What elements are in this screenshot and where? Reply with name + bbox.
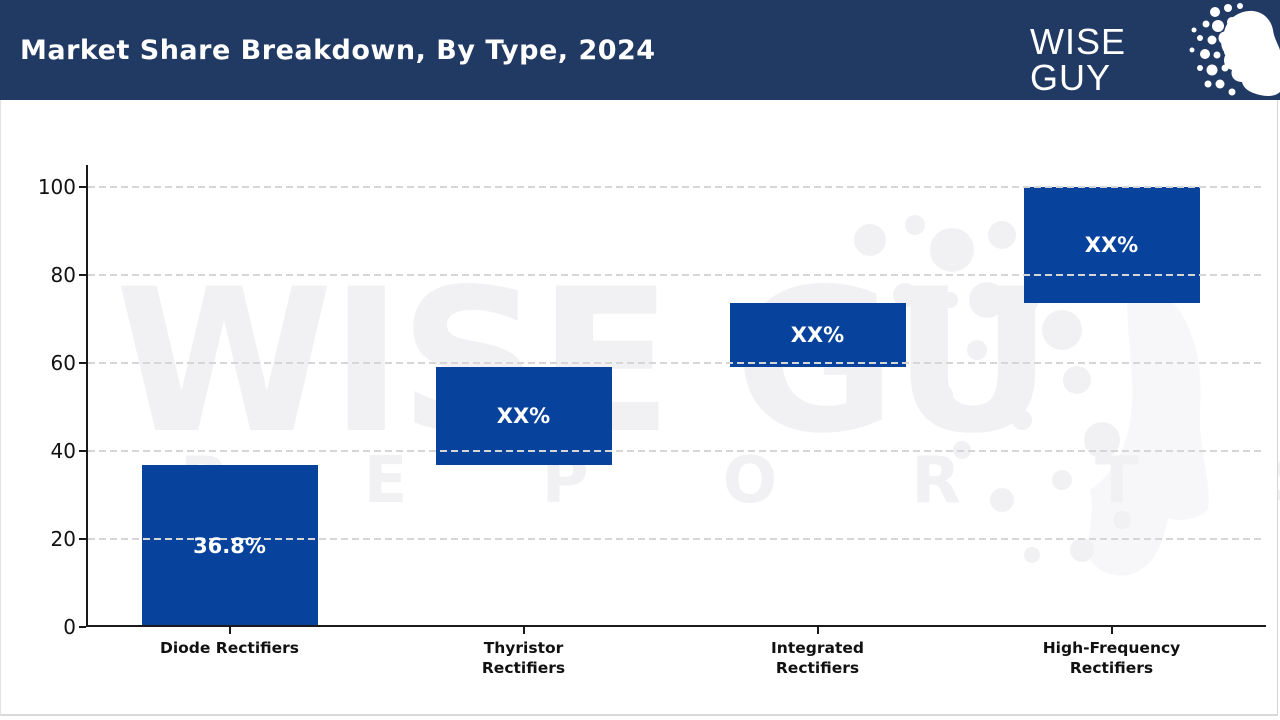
- category-label-line: Rectifiers: [775, 659, 860, 677]
- page-title: Market Share Breakdown, By Type, 2024: [20, 34, 656, 66]
- bar-segment: [729, 303, 906, 368]
- category-label: High-Frequency Rectifiers: [992, 638, 1232, 678]
- y-tick-label: 60: [50, 351, 76, 375]
- category-label: Thyristor Rectifiers: [404, 638, 644, 678]
- gridline: [88, 274, 1264, 276]
- x-axis-tick: [228, 627, 231, 634]
- bar-value-label: XX%: [496, 404, 551, 429]
- y-axis-tick: [79, 274, 86, 276]
- category-label-line: Rectifiers: [481, 659, 566, 677]
- y-axis-tick: [79, 626, 86, 628]
- category-label-line: Diode Rectifiers: [159, 639, 300, 657]
- chart-area: WISE GU R E P O R T S 02040608010036.8%D…: [0, 100, 1280, 720]
- y-tick-label: 100: [37, 175, 76, 199]
- category-label-line: Thyristor: [483, 639, 564, 657]
- y-tick-label: 0: [63, 615, 76, 639]
- y-tick-label: 80: [50, 263, 76, 287]
- bar-segment: [1023, 187, 1200, 304]
- x-axis-tick: [1110, 627, 1113, 634]
- y-axis-tick: [79, 538, 86, 540]
- category-label-line: Rectifiers: [1069, 659, 1154, 677]
- y-tick-label: 20: [50, 527, 76, 551]
- head-profile-icon: [1189, 3, 1280, 97]
- logo-wordmark: WISE GUY: [1030, 21, 1127, 98]
- x-axis-line: [86, 625, 1266, 627]
- y-tick-label: 40: [50, 439, 76, 463]
- bar-segment: [141, 465, 318, 627]
- category-label: Diode Rectifiers: [110, 638, 350, 658]
- y-axis-tick: [79, 450, 86, 452]
- category-label-line: Integrated: [771, 639, 864, 657]
- gridline: [88, 186, 1264, 188]
- bar-segment: [435, 367, 612, 466]
- header: Market Share Breakdown, By Type, 2024 WI…: [0, 0, 1280, 114]
- bar-value-label: XX%: [790, 323, 845, 348]
- x-axis-tick: [522, 627, 525, 634]
- category-label: Integrated Rectifiers: [698, 638, 938, 678]
- bar-value-label: XX%: [1084, 233, 1139, 258]
- bar-value-label: 36.8%: [193, 534, 266, 559]
- category-label-line: High-Frequency: [1042, 639, 1181, 657]
- y-axis-line: [86, 165, 88, 627]
- gridline: [88, 538, 1264, 540]
- gridline: [88, 450, 1264, 452]
- y-axis-tick: [79, 362, 86, 364]
- x-axis-tick: [816, 627, 819, 634]
- gridline: [88, 362, 1264, 364]
- y-axis-tick: [79, 186, 86, 188]
